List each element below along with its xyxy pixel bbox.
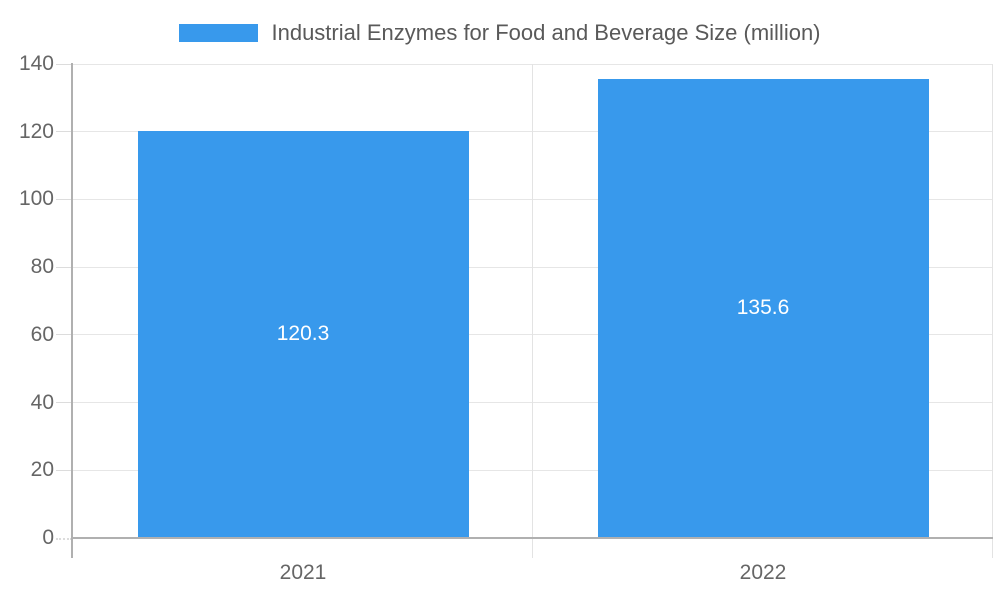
category-boundary-line [992,64,993,558]
h-gridline [73,131,993,133]
y-tick-label: 140 [18,52,54,75]
h-gridline [73,266,993,268]
legend-label: Industrial Enzymes for Food and Beverage… [271,20,821,45]
y-axis-tick [56,63,72,65]
h-gridline [73,198,993,200]
y-tick-label: 80 [30,255,54,279]
y-tick-label: 40 [30,390,54,414]
x-tick-label: 2022 [739,561,787,584]
x-axis-line [71,537,993,539]
bar-value-label: 135.6 [736,296,790,320]
x-tick-label: 2021 [279,561,327,584]
h-gridline [73,469,993,471]
y-tick-label: 100 [18,187,54,211]
legend-item[interactable]: Industrial Enzymes for Food and Beverage… [0,22,1000,44]
h-gridline [73,63,993,65]
y-axis-tick [56,131,72,133]
y-axis-line [71,63,73,558]
category-boundary-line [532,64,533,558]
bar-value-label: 120.3 [276,322,330,346]
y-axis-tick [56,198,72,200]
y-axis-tick [56,537,72,540]
y-tick-label: 0 [42,526,54,549]
bar: 135.6 [597,78,929,538]
y-axis-tick [56,402,72,404]
y-axis-tick [56,266,72,268]
legend-swatch [179,24,259,42]
bar: 120.3 [137,130,469,538]
y-axis-tick [56,469,72,471]
h-gridline [73,334,993,336]
y-tick-label: 20 [30,458,54,482]
y-tick-label: 60 [30,322,54,346]
h-gridline [73,402,993,404]
y-tick-label: 120 [18,119,54,143]
y-axis-tick [56,334,72,336]
